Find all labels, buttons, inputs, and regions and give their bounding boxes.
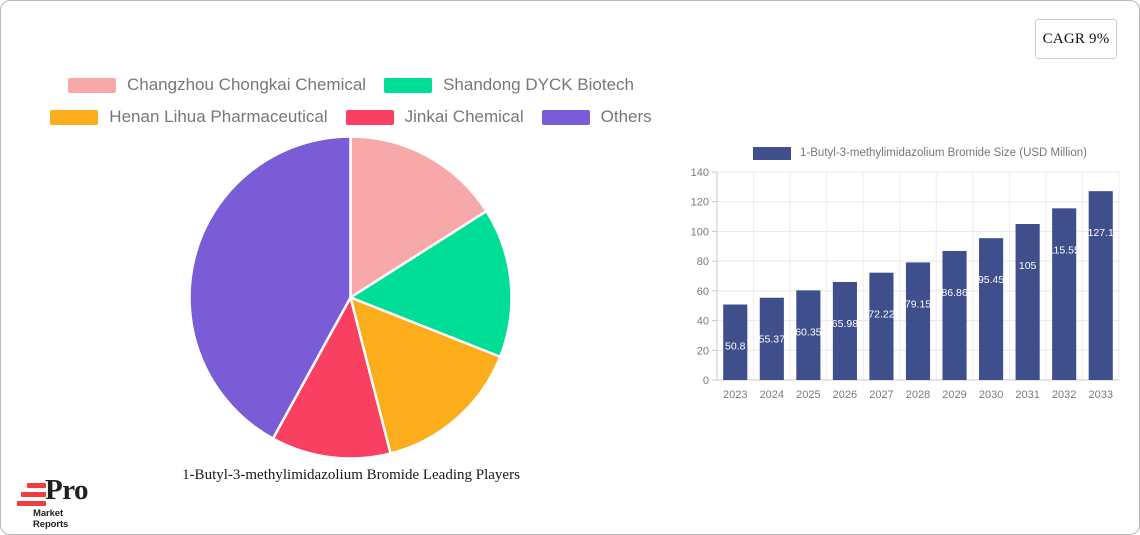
bar-value-label: 65.98: [832, 318, 858, 330]
bar-value-label: 95.45: [978, 274, 1004, 286]
pie-slice[interactable]: [348, 295, 502, 455]
legend-item-others[interactable]: Others: [541, 107, 652, 127]
x-axis-tick-label: 2023: [723, 389, 747, 401]
y-axis-tick-label: 140: [691, 167, 709, 179]
x-axis-tick-label: 2030: [979, 389, 1003, 401]
bar[interactable]: [869, 272, 894, 380]
bar-value-label: 50.8: [725, 341, 746, 353]
cagr-badge: CAGR 9%: [1035, 19, 1117, 59]
legend-item-changzhou-chongkai-chemical[interactable]: Changzhou Chongkai Chemical: [68, 75, 366, 95]
logo-bar-icon: [21, 492, 46, 497]
bar-value-label: 79.15: [905, 298, 931, 310]
x-axis-tick-label: 2029: [942, 389, 966, 401]
legend-swatch-icon: [753, 146, 792, 160]
cagr-badge-label: CAGR 9%: [1042, 30, 1110, 47]
logo-bar-icon: [17, 501, 46, 506]
brand-logo: Pro Market Reports: [17, 474, 99, 530]
logo-tagline: Market Reports: [33, 508, 69, 530]
legend-swatch-icon: [541, 109, 590, 125]
pie-slice[interactable]: [347, 209, 513, 359]
y-axis-tick-label: 100: [691, 226, 709, 238]
legend-item-label: Jinkai Chemical: [404, 107, 524, 126]
legend-swatch-icon: [68, 77, 116, 93]
bar-value-label: 105: [1019, 260, 1037, 272]
legend-item-henan-lihua-pharmaceutical[interactable]: Henan Lihua Pharmaceutical: [50, 107, 328, 127]
y-axis-tick-label: 40: [697, 316, 709, 328]
x-axis-tick-label: 2031: [1015, 389, 1039, 401]
bar-value-label: 60.35: [795, 326, 821, 338]
bar[interactable]: [759, 297, 784, 380]
bar[interactable]: [979, 238, 1004, 380]
bar[interactable]: [1015, 224, 1040, 380]
pie-slice[interactable]: [188, 135, 352, 441]
bar[interactable]: [905, 262, 931, 380]
pie-legend-row: Changzhou Chongkai Chemical Shandong DYC…: [1, 69, 701, 101]
bar-chart: 1-Butyl-3-methylimidazolium Bromide Size…: [681, 143, 1129, 413]
bar[interactable]: [832, 281, 857, 380]
x-axis-tick-label: 2026: [833, 389, 857, 401]
legend-item-shandong-dyck-biotech[interactable]: Shandong DYCK Biotech: [384, 75, 634, 95]
bar-value-label: 127.1: [1088, 227, 1114, 239]
logo-bar-icon: [27, 483, 46, 488]
y-axis-tick-label: 80: [697, 256, 709, 268]
bar-value-label: 115.55: [1049, 244, 1080, 256]
pie-chart-svg: [188, 135, 513, 460]
legend-swatch-icon: [50, 109, 99, 125]
bar-chart-legend-label: 1-Butyl-3-methylimidazolium Bromide Size…: [800, 147, 1087, 159]
bar[interactable]: [1052, 208, 1077, 380]
legend-item-label: Shandong DYCK Biotech: [443, 75, 634, 94]
legend-item-label: Henan Lihua Pharmaceutical: [109, 107, 328, 126]
y-axis-tick-label: 120: [691, 197, 709, 209]
bar[interactable]: [1088, 191, 1113, 380]
bar[interactable]: [723, 304, 748, 380]
bar-chart-svg: 0 20 40 60 80 100 120 140 50.8 2023 55.37 2024 60.35…: [691, 167, 1120, 401]
bar-chart-legend[interactable]: 1-Butyl-3-methylimidazolium Bromide Size…: [711, 143, 1129, 163]
bar[interactable]: [796, 290, 821, 380]
x-axis-tick-label: 2028: [906, 389, 930, 401]
pie-chart: [188, 135, 513, 460]
x-axis-tick-label: 2032: [1052, 389, 1076, 401]
x-axis-tick-label: 2025: [796, 389, 820, 401]
legend-swatch-icon: [384, 77, 433, 93]
pie-chart-title: 1-Butyl-3-methylimidazolium Bromide Lead…: [182, 467, 520, 483]
pie-legend: Changzhou Chongkai Chemical Shandong DYC…: [1, 69, 701, 133]
y-axis-tick-label: 60: [697, 286, 709, 298]
y-axis-tick-label: 0: [703, 375, 709, 387]
pie-legend-row: Henan Lihua Pharmaceutical Jinkai Chemic…: [1, 101, 701, 133]
x-axis-tick-label: 2024: [760, 389, 784, 401]
bar-value-label: 55.37: [759, 334, 785, 346]
pie-slice[interactable]: [349, 135, 489, 300]
logo-name: Pro: [45, 474, 89, 506]
bar-value-label: 86.86: [941, 287, 967, 299]
legend-item-jinkai-chemical[interactable]: Jinkai Chemical: [345, 107, 524, 127]
x-axis-tick-label: 2027: [869, 389, 893, 401]
pie-slice[interactable]: [271, 294, 393, 460]
x-axis-tick-label: 2033: [1088, 389, 1112, 401]
legend-item-label: Changzhou Chongkai Chemical: [127, 75, 367, 94]
y-axis-tick-label: 20: [697, 345, 709, 357]
legend-swatch-icon: [345, 109, 394, 125]
bar[interactable]: [942, 250, 967, 380]
legend-item-label: Others: [600, 107, 652, 126]
bar-value-label: 72.22: [868, 309, 894, 321]
